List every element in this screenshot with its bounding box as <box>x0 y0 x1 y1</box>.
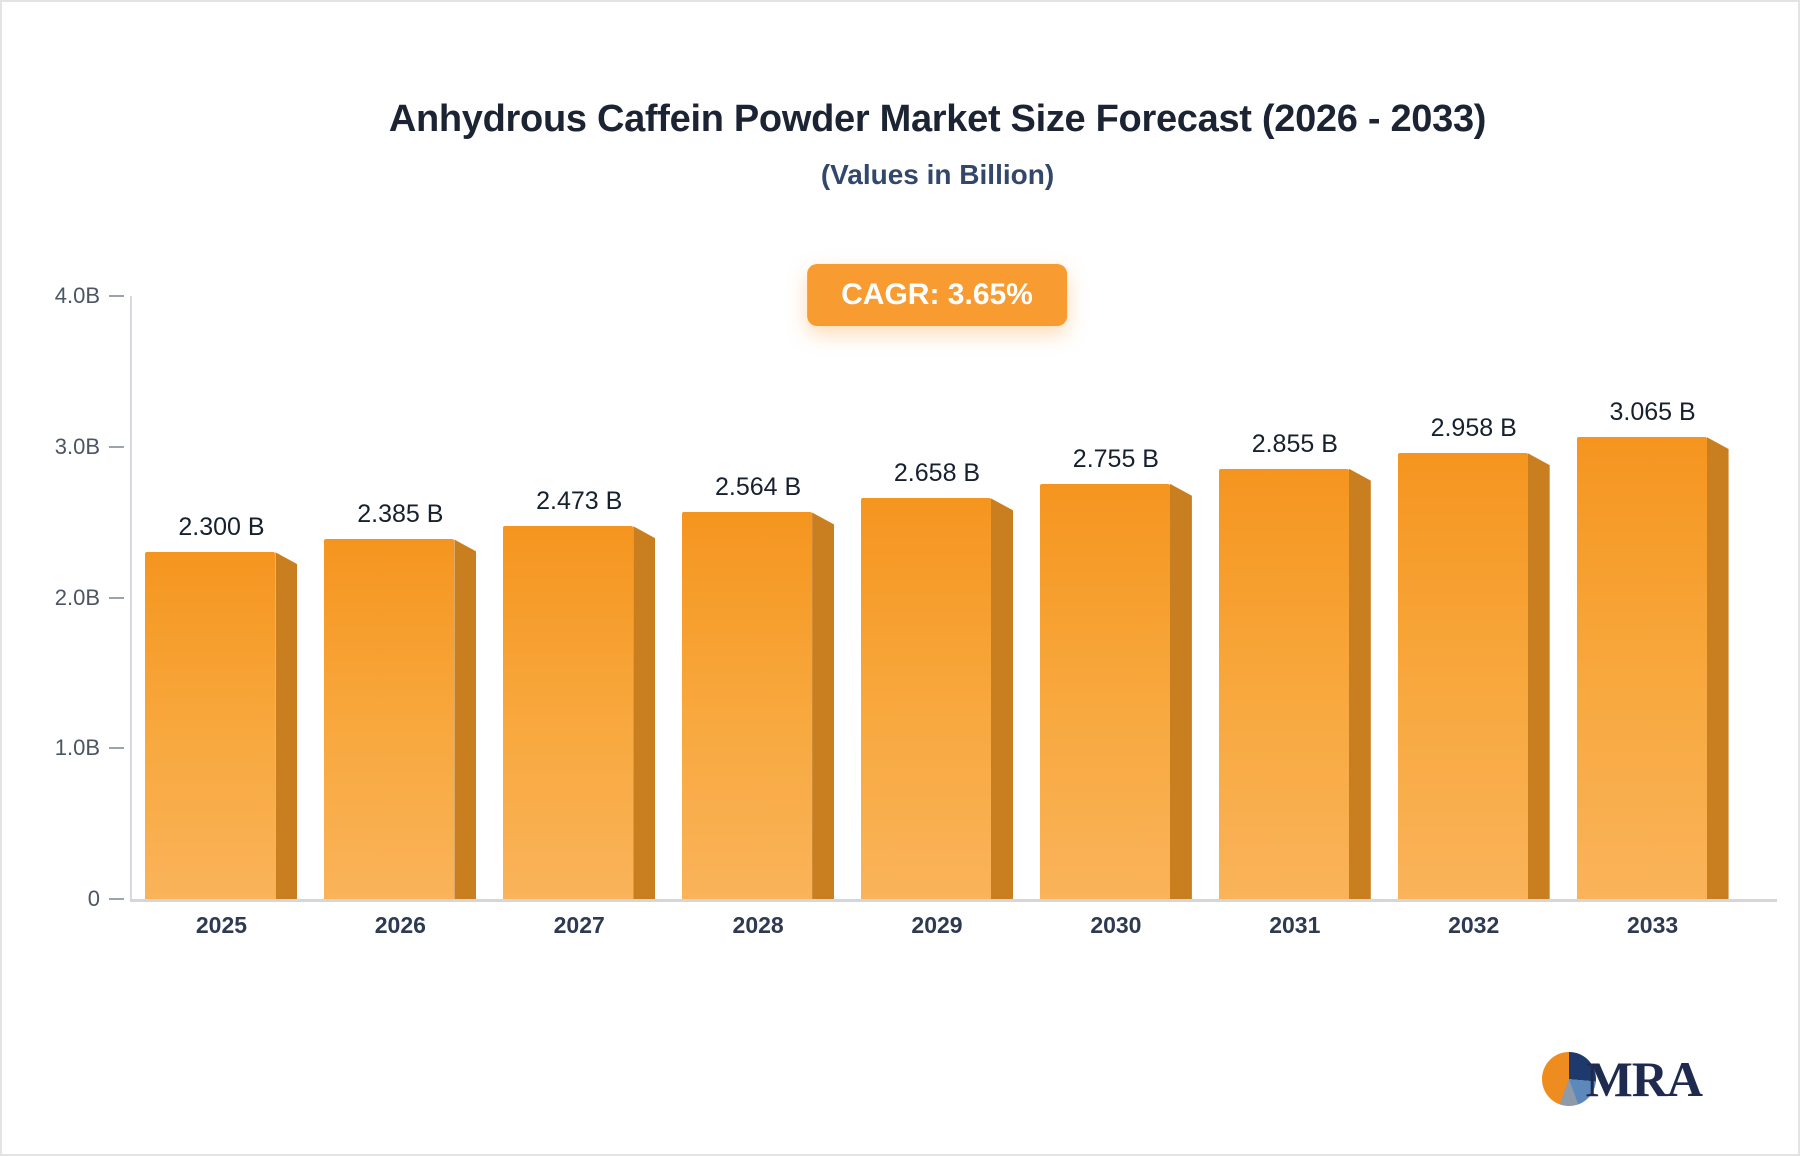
x-axis-label: 2025 <box>195 912 248 938</box>
y-tick-mark <box>109 747 124 750</box>
bar-2028: 2.564 B <box>682 473 835 899</box>
bar-value-label: 2.473 B <box>536 487 623 516</box>
bar-2032: 2.958 B <box>1397 414 1550 899</box>
bar-side-shadow <box>1348 468 1371 899</box>
bar-slot: 2.958 B <box>1384 296 1563 899</box>
brand-logo-text: MRA <box>1585 1051 1703 1107</box>
y-tick-label: 4.0B <box>54 283 100 308</box>
y-tick: 1.0B <box>55 735 124 761</box>
x-axis-label: 2031 <box>1269 912 1321 938</box>
plot-area: 2.300 B 2.385 B 2.473 B 2.564 B 2.658 B 2.755… <box>132 296 1742 899</box>
bar-value-label: 2.300 B <box>178 513 265 542</box>
bar-side-shadow <box>1706 436 1729 899</box>
bar-face <box>1576 436 1707 899</box>
y-tick-label: 1.0B <box>54 735 100 761</box>
pie-chart-logo-icon <box>1541 1052 1596 1106</box>
y-axis: 4.0B 3.0B 2.0B 1.0B 0 <box>2 283 130 911</box>
y-tick-mark <box>109 445 124 448</box>
x-axis-labels: 2025 2026 2027 2028 2029 2030 2031 2032 2033 <box>132 912 1742 939</box>
y-tick-label: 0 <box>87 886 100 911</box>
bars-row: 2.300 B 2.385 B 2.473 B 2.564 B 2.658 B 2.755… <box>132 296 1742 899</box>
y-tick-label: 2.0B <box>54 584 100 610</box>
bar-face <box>1397 453 1528 899</box>
bar-side-shadow <box>1527 453 1550 899</box>
bar-face <box>324 539 455 899</box>
y-tick-mark <box>109 596 124 599</box>
bar-slot: 2.755 B <box>1026 296 1205 899</box>
chart-header: Anhydrous Caffein Powder Market Size For… <box>77 98 1798 191</box>
y-tick-label: 3.0B <box>54 433 100 459</box>
bar-face <box>861 498 991 899</box>
bar-side-shadow <box>454 539 477 899</box>
bar-2031: 2.855 B <box>1218 430 1371 899</box>
bar-2033: 3.065 B <box>1576 398 1729 899</box>
bar-slot: 2.300 B <box>132 296 311 899</box>
y-tick: 3.0B <box>55 434 124 460</box>
x-axis-label: 2032 <box>1448 912 1500 938</box>
bar-face <box>145 552 276 899</box>
bar-value-label: 2.855 B <box>1251 429 1338 458</box>
bar-value-label: 2.958 B <box>1430 414 1517 443</box>
y-tick-mark <box>109 898 124 900</box>
bar-value-label: 2.755 B <box>1072 444 1159 473</box>
bar-face <box>1218 468 1349 899</box>
x-axis-label: 2030 <box>1090 912 1142 938</box>
bar-slot: 2.473 B <box>490 296 669 899</box>
bar-slot: 2.855 B <box>1205 296 1384 899</box>
y-tick-mark <box>109 295 124 297</box>
x-axis-label: 2026 <box>374 912 426 938</box>
bar-face <box>1039 483 1170 899</box>
x-axis-label: 2027 <box>553 912 605 938</box>
bar-value-label: 2.385 B <box>357 500 444 529</box>
bar-side-shadow <box>633 526 656 899</box>
bar-face <box>682 512 813 899</box>
bar-2026: 2.385 B <box>324 500 477 899</box>
bar-slot: 2.385 B <box>311 296 490 899</box>
bar-side-shadow <box>991 498 1013 899</box>
y-tick: 4.0B <box>55 283 124 309</box>
bar-2025: 2.300 B <box>145 513 298 899</box>
bar-face <box>503 526 634 899</box>
brand-logo: MRA <box>1541 1051 1703 1107</box>
bar-side-shadow <box>275 552 298 899</box>
y-tick: 2.0B <box>55 585 124 611</box>
x-axis-label: 2029 <box>911 912 963 938</box>
chart-title: Anhydrous Caffein Powder Market Size For… <box>388 98 1487 140</box>
x-axis-label: 2033 <box>1626 912 1679 938</box>
bar-value-label: 3.065 B <box>1609 397 1696 426</box>
x-axis-label: 2028 <box>732 912 784 938</box>
cagr-badge: CAGR: 3.65% <box>807 264 1067 326</box>
bar-2030: 2.755 B <box>1039 445 1192 899</box>
y-axis-line <box>130 296 132 901</box>
x-axis-line <box>130 899 1777 902</box>
y-tick: 0 <box>88 886 124 912</box>
bar-side-shadow <box>1169 483 1192 899</box>
bar-slot: 2.564 B <box>669 296 848 899</box>
bar-value-label: 2.658 B <box>893 459 981 488</box>
chart-subtitle: (Values in Billion) <box>820 159 1055 190</box>
bar-value-label: 2.564 B <box>715 473 802 502</box>
bar-2027: 2.473 B <box>503 487 656 899</box>
bar-slot: 2.658 B <box>848 296 1027 899</box>
bar-slot: 3.065 B <box>1563 296 1742 899</box>
bar-side-shadow <box>812 512 835 899</box>
bar-2029: 2.658 B <box>861 459 1013 899</box>
